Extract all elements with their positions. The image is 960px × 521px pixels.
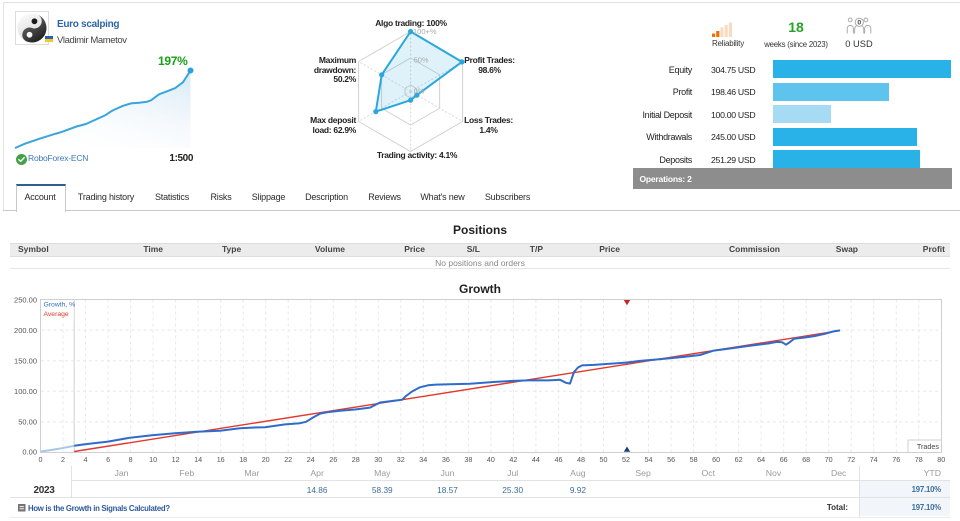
svg-text:0%: 0% [414,87,425,96]
svg-text:50%: 50% [414,56,429,65]
svg-text:12: 12 [172,455,180,464]
svg-text:70: 70 [825,455,833,464]
svg-text:18: 18 [239,455,247,464]
svg-text:50: 50 [600,455,608,464]
svg-text:66: 66 [780,455,788,464]
svg-text:48: 48 [577,455,585,464]
svg-text:34: 34 [419,455,427,464]
svg-text:36: 36 [442,455,450,464]
svg-text:6: 6 [106,455,110,464]
svg-text:64: 64 [757,455,765,464]
svg-text:100.00: 100.00 [14,387,37,396]
svg-text:62: 62 [735,455,743,464]
svg-text:100+%: 100+% [413,27,437,36]
svg-text:0: 0 [39,455,43,464]
svg-text:76: 76 [892,455,900,464]
svg-text:200.00: 200.00 [14,326,37,335]
svg-text:0.00: 0.00 [22,448,37,457]
svg-text:0: 0 [857,20,861,27]
svg-text:2: 2 [61,455,65,464]
svg-text:74: 74 [870,455,878,464]
svg-text:Average: Average [44,311,69,318]
svg-text:50.00: 50.00 [18,418,37,427]
svg-text:54: 54 [645,455,653,464]
svg-text:78: 78 [915,455,923,464]
svg-text:24: 24 [307,455,315,464]
svg-text:40: 40 [487,455,495,464]
svg-text:20: 20 [262,455,270,464]
svg-text:32: 32 [397,455,405,464]
svg-text:16: 16 [217,455,225,464]
svg-text:Trades: Trades [917,442,940,451]
svg-text:60: 60 [712,455,720,464]
svg-text:250.00: 250.00 [14,295,37,304]
svg-text:14: 14 [194,455,202,464]
svg-text:28: 28 [352,455,360,464]
svg-text:80: 80 [937,455,945,464]
svg-text:4: 4 [84,455,88,464]
svg-text:44: 44 [532,455,540,464]
svg-text:Growth, %: Growth, % [44,301,76,308]
svg-text:8: 8 [129,455,133,464]
svg-text:56: 56 [667,455,675,464]
svg-text:26: 26 [329,455,337,464]
svg-text:150.00: 150.00 [14,357,37,366]
svg-text:52: 52 [622,455,630,464]
svg-text:72: 72 [847,455,855,464]
svg-text:42: 42 [509,455,517,464]
svg-text:22: 22 [284,455,292,464]
svg-text:58: 58 [690,455,698,464]
svg-text:38: 38 [464,455,472,464]
svg-text:30: 30 [374,455,382,464]
svg-text:46: 46 [555,455,563,464]
svg-text:10: 10 [149,455,157,464]
svg-text:68: 68 [802,455,810,464]
